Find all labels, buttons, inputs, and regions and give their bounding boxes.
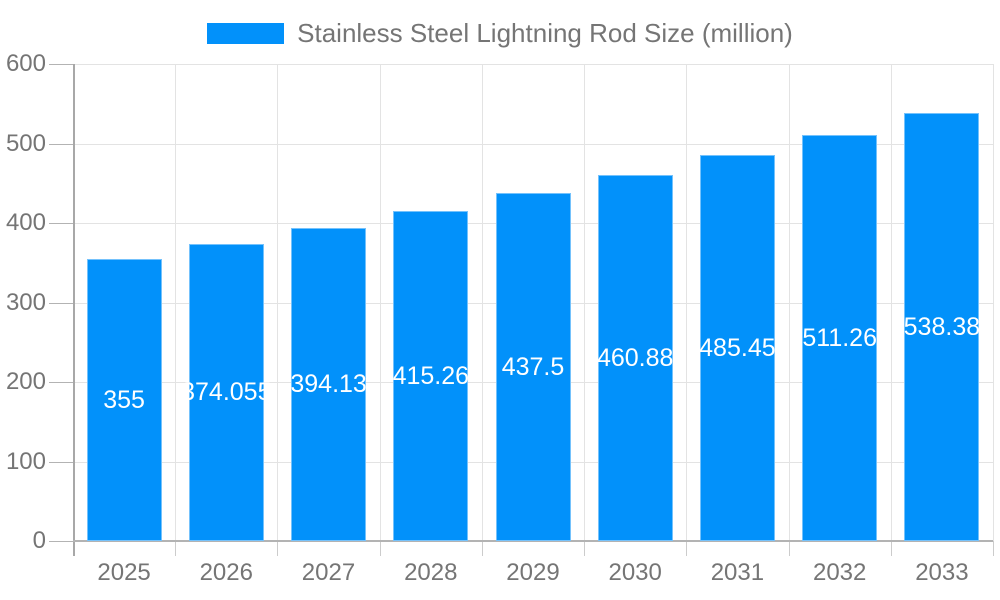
x-gridline [175, 64, 176, 541]
x-axis-label: 2029 [506, 559, 560, 586]
chart-legend[interactable]: Stainless Steel Lightning Rod Size (mill… [0, 15, 1000, 51]
y-axis-label: 0 [32, 527, 46, 554]
x-axis-tick [482, 541, 483, 556]
y-axis-label: 500 [5, 130, 46, 157]
x-gridline [686, 64, 687, 541]
x-gridline [584, 64, 585, 541]
y-gridline [73, 64, 993, 65]
legend-color-swatch[interactable] [207, 22, 285, 44]
y-axis-tick [49, 541, 73, 542]
x-gridline [993, 64, 994, 541]
x-axis-tick [380, 541, 381, 556]
y-axis-tick [49, 223, 73, 224]
x-axis-label: 2027 [301, 559, 356, 586]
bar-value-label: 415.26 [392, 361, 470, 390]
x-axis-label: 2028 [404, 559, 458, 586]
bar-value-label: 485.45 [699, 334, 776, 362]
bar [86, 258, 162, 541]
bar [188, 243, 264, 541]
y-axis-label: 200 [5, 368, 46, 395]
x-gridline [380, 64, 381, 541]
x-gridline [891, 64, 892, 541]
bar-value-label: 538.38 [903, 313, 981, 341]
y-gridline [73, 144, 993, 145]
x-axis-tick [584, 541, 585, 556]
x-gridline [789, 64, 790, 541]
x-axis-label: 2026 [199, 559, 253, 586]
y-axis-label: 300 [5, 289, 46, 316]
y-axis-tick [49, 64, 73, 65]
x-axis-label: 2031 [710, 559, 765, 586]
bar [393, 210, 469, 541]
bar-value-label: 374.055 [181, 378, 272, 407]
bar-value-label: 437.5 [501, 353, 565, 382]
y-axis-tick [49, 303, 73, 304]
bar [597, 174, 673, 541]
x-axis-tick [891, 541, 892, 556]
bar [802, 134, 878, 541]
bar-value-label: 394.13 [290, 370, 367, 399]
bar [291, 227, 367, 541]
y-axis-label: 400 [5, 209, 46, 236]
x-gridline [277, 64, 278, 541]
y-axis-line [73, 64, 75, 556]
x-gridline [482, 64, 483, 541]
x-axis-label: 2032 [812, 559, 867, 586]
legend-series-label[interactable]: Stainless Steel Lightning Rod Size (mill… [297, 17, 793, 48]
x-axis-label: 2030 [608, 559, 662, 586]
bar-value-label: 460.88 [596, 343, 674, 372]
y-axis-label: 600 [5, 50, 46, 77]
x-axis-tick [686, 541, 687, 556]
bar-value-label: 511.26 [802, 323, 877, 352]
x-axis-tick [175, 541, 176, 556]
bar-value-label: 355 [103, 385, 145, 414]
y-axis-tick [49, 144, 73, 145]
x-axis-tick [993, 541, 994, 556]
x-axis-line [73, 540, 993, 542]
x-axis-tick [789, 541, 790, 556]
y-axis-tick [49, 382, 73, 383]
x-axis-tick [277, 541, 278, 556]
x-axis-label: 2025 [97, 559, 151, 586]
bar [699, 155, 775, 541]
y-axis-tick [49, 462, 73, 463]
bar [904, 113, 980, 541]
x-axis-label: 2033 [915, 559, 969, 586]
bar [495, 193, 571, 541]
y-axis-label: 100 [5, 448, 46, 475]
